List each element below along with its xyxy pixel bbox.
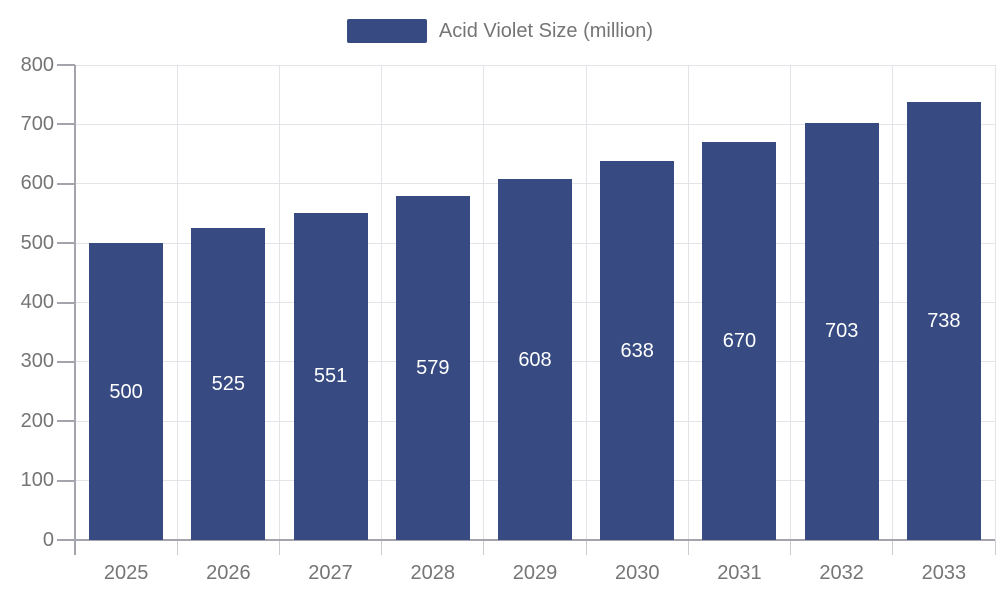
x-axis-tick [381, 540, 383, 555]
bar-value-label: 551 [313, 365, 348, 388]
y-axis-tick-label: 800 [20, 53, 54, 76]
bar-value-label: 579 [416, 357, 450, 380]
x-axis-category-label: 2032 [819, 562, 864, 584]
x-axis-tick [278, 540, 280, 555]
x-axis-category-label: 2027 [308, 562, 353, 584]
y-axis-tick [57, 301, 75, 304]
x-axis-tick [687, 540, 689, 555]
x-axis-category-label: 2033 [921, 562, 967, 584]
gridline-vertical [483, 65, 485, 540]
bar-2030 [600, 161, 675, 540]
bar-value-label: 525 [211, 373, 246, 396]
bar-value-label: 703 [824, 320, 859, 343]
bar-value-label: 608 [518, 348, 552, 371]
y-axis-tick-label: 200 [20, 409, 54, 432]
gridline-horizontal [75, 123, 995, 125]
y-axis-tick-label: 0 [42, 528, 54, 551]
x-axis-tick [994, 540, 996, 555]
bar-2033 [906, 101, 981, 540]
x-axis-tick [483, 540, 485, 555]
y-axis-tick [57, 360, 75, 363]
x-axis-category-label: 2028 [410, 562, 456, 584]
bar-2032 [804, 122, 879, 540]
y-axis-tick [57, 479, 75, 482]
gridline-vertical [278, 65, 280, 540]
x-axis-category-label: 2025 [103, 562, 149, 584]
x-axis-tick [790, 540, 792, 555]
y-axis-tick-label: 500 [20, 231, 54, 254]
y-axis-tick-label: 600 [20, 172, 54, 195]
x-axis-category-label: 2030 [614, 562, 660, 584]
gridline-vertical [381, 65, 383, 540]
legend: Acid Violet Size (million) [0, 19, 1000, 43]
x-axis-tick [176, 540, 178, 555]
x-axis-tick [892, 540, 894, 555]
bar-2029 [498, 179, 572, 540]
bar-2026 [191, 228, 266, 540]
gridline-vertical [994, 65, 996, 540]
bar-value-label: 738 [927, 309, 961, 332]
x-axis-category-label: 2026 [206, 562, 251, 584]
y-axis-line [74, 65, 76, 555]
y-axis-tick [57, 182, 75, 185]
y-axis-tick [57, 420, 75, 423]
bar-value-label: 638 [620, 339, 654, 362]
x-axis-category-label: 2029 [512, 562, 558, 584]
bar-2025 [89, 243, 164, 540]
gridline-horizontal [75, 64, 995, 66]
y-axis-tick [57, 242, 75, 245]
gridline-vertical [176, 65, 178, 540]
gridline-vertical [585, 65, 587, 540]
y-axis-tick-label: 400 [20, 291, 54, 313]
gridline-vertical [687, 65, 689, 540]
bar-value-label: 500 [109, 380, 143, 403]
gridline-vertical [892, 65, 894, 540]
y-axis-tick [57, 123, 75, 126]
bar-2031 [702, 142, 777, 540]
y-axis-tick [57, 64, 75, 66]
y-axis-tick-label: 700 [20, 112, 54, 135]
x-axis-category-label: 2031 [717, 562, 762, 584]
bar-2028 [395, 196, 470, 540]
bar-value-label: 670 [722, 330, 757, 353]
x-axis-line [57, 539, 995, 541]
gridline-vertical [790, 65, 792, 540]
y-axis-tick-label: 300 [20, 350, 54, 373]
y-axis-tick-label: 100 [20, 469, 54, 492]
legend-label: Acid Violet Size (million) [438, 19, 654, 42]
x-axis-tick [585, 540, 587, 555]
bar-2027 [293, 212, 368, 540]
legend-swatch [346, 19, 427, 43]
